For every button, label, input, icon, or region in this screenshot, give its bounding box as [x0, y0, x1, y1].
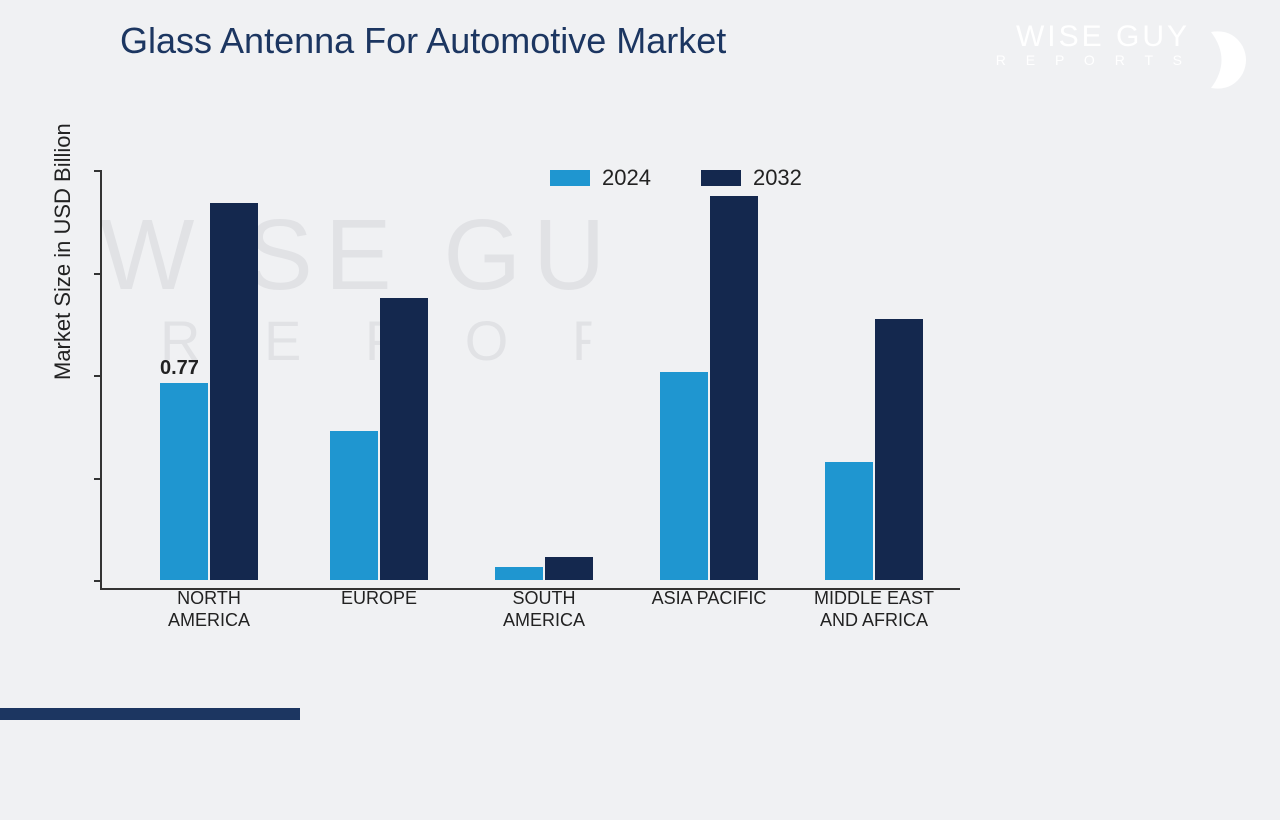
y-axis-label: Market Size in USD Billion [50, 123, 76, 380]
value-label: 0.77 [160, 357, 199, 380]
bar-2024 [330, 431, 378, 580]
bar-2032 [210, 203, 258, 580]
y-tick [94, 478, 102, 480]
y-tick [94, 580, 102, 582]
bar-2024 [495, 567, 543, 580]
bar-2032 [710, 196, 758, 580]
bar-2032 [875, 319, 923, 580]
bar-group: ASIA PACIFIC [660, 196, 758, 580]
logo-head-icon [1190, 25, 1260, 95]
category-label: ASIA PACIFIC [644, 588, 774, 610]
category-label: NORTH AMERICA [144, 588, 274, 631]
y-tick [94, 170, 102, 172]
y-tick [94, 375, 102, 377]
bar-2024 [825, 462, 873, 580]
bar-group: NORTH AMERICA [160, 203, 258, 580]
category-label: EUROPE [314, 588, 444, 610]
bar-2024 [160, 383, 208, 580]
bar-2032 [380, 298, 428, 580]
right-panel [960, 0, 1280, 720]
chart-plot-area: NORTH AMERICA EUROPE SOUTH AMERICA ASIA PAC… [100, 170, 960, 580]
y-tick [94, 273, 102, 275]
category-label: SOUTH AMERICA [479, 588, 609, 631]
logo-sub: R E P O R T S [996, 52, 1190, 68]
logo: WISE GUY R E P O R T S [996, 20, 1250, 68]
bar-group: EUROPE [330, 298, 428, 580]
bottom-accent-bar [0, 708, 300, 720]
bar-2024 [660, 372, 708, 580]
bar-2032 [545, 557, 593, 580]
bar-group: SOUTH AMERICA [495, 557, 593, 580]
logo-main: WISE GUY [996, 20, 1190, 54]
category-label: MIDDLE EAST AND AFRICA [809, 588, 939, 631]
bar-group: MIDDLE EAST AND AFRICA [825, 319, 923, 580]
chart-title: Glass Antenna For Automotive Market [120, 20, 726, 62]
